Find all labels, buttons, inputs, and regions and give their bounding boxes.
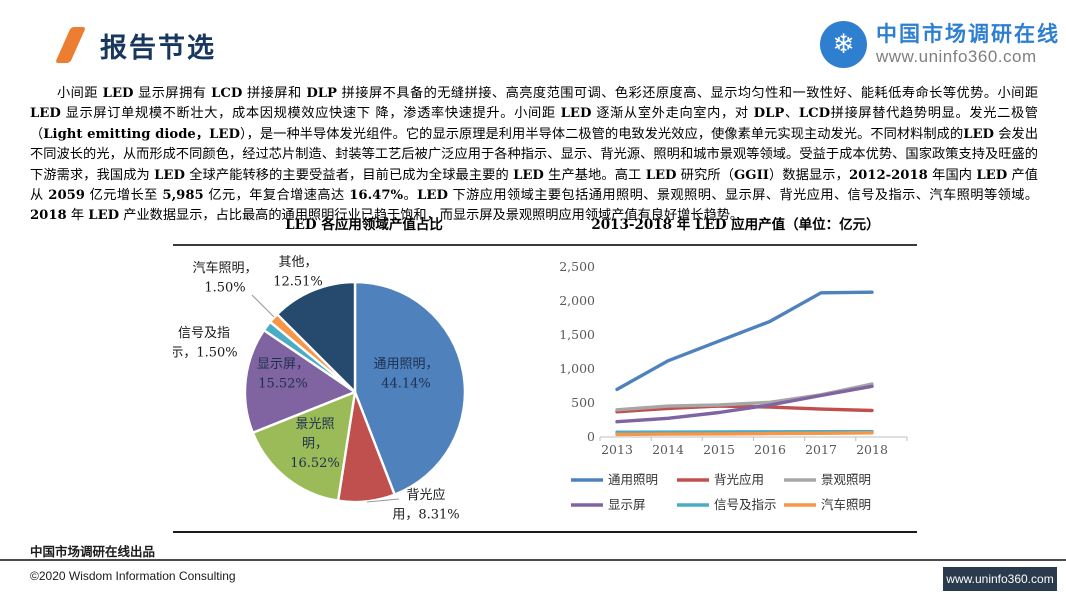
charts-container: 通用照明， 44.14% 背光应用，8.31% 景光照明， 16.52% 显示屏， 15.5…	[173, 244, 917, 533]
svg-text:2,000: 2,000	[559, 293, 595, 308]
svg-text:其他，12.51%: 其他， 12.51%	[273, 255, 323, 290]
snowflake-icon: ❄	[832, 29, 855, 60]
pie-chart: 通用照明， 44.14% 背光应用，8.31% 景光照明， 16.52% 显示屏， 15.5…	[173, 255, 467, 523]
svg-text:景光照明，16.52%: 景光照明， 16.52%	[290, 417, 340, 471]
svg-text:背光应用: 背光应用	[714, 472, 764, 487]
site-logo[interactable]: ❄ 中国市场调研在线 www.uninfo360.com	[820, 21, 1060, 68]
svg-text:2,500: 2,500	[559, 259, 595, 274]
svg-text:2013: 2013	[601, 442, 633, 457]
slash-icon	[54, 27, 87, 63]
svg-text:通用照明，44.14%: 通用照明， 44.14%	[373, 357, 438, 392]
svg-text:500: 500	[571, 395, 595, 410]
footer-producer: 中国市场调研在线出品	[30, 545, 156, 559]
svg-text:景观照明: 景观照明	[821, 472, 871, 487]
svg-text:2014: 2014	[652, 442, 684, 457]
page-title: 报告节选	[100, 33, 216, 63]
logo-circle: ❄	[820, 21, 867, 68]
svg-text:显示屏: 显示屏	[608, 497, 646, 512]
svg-text:显示屏，15.52%: 显示屏， 15.52%	[257, 357, 309, 392]
svg-text:信号及指示，1.50%: 信号及指示，1.50%	[173, 326, 238, 361]
logo-url: www.uninfo360.com	[876, 46, 1037, 66]
line-chart: 0 500 1,000 1,500 2,000 2,500 2013 2014 2015 2016…	[559, 259, 908, 512]
logo-name: 中国市场调研在线	[876, 22, 1060, 46]
svg-text:信号及指示: 信号及指示	[714, 497, 777, 512]
footer-copyright: ©2020 Wisdom Information Consulting	[30, 569, 236, 583]
svg-text:0: 0	[587, 429, 595, 444]
pie-chart-title: LED 各应用领域产值占比	[285, 217, 443, 233]
svg-text:汽车照明: 汽车照明	[821, 497, 871, 512]
svg-text:2015: 2015	[703, 442, 735, 457]
footer-url-badge[interactable]: www.uninfo360.com	[943, 567, 1057, 591]
svg-text:2016: 2016	[754, 442, 786, 457]
svg-text:1,000: 1,000	[559, 361, 595, 376]
footer-divider	[0, 559, 1066, 561]
svg-text:1,500: 1,500	[559, 327, 595, 342]
svg-text:背光应用，8.31%: 背光应用，8.31%	[392, 487, 459, 523]
line-chart-title: 2013-2018 年 LED 应用产值（单位：亿元）	[591, 217, 880, 233]
report-paragraph: 小间距 LED 显示屏拥有 LCD 拼接屏和 DLP 拼接屏不具备的无缝拼接、高…	[30, 86, 1039, 224]
logo-text: 中国市场调研在线 www.uninfo360.com	[876, 23, 1060, 67]
svg-text:通用照明: 通用照明	[608, 472, 658, 487]
svg-text:2017: 2017	[805, 442, 837, 457]
svg-text:汽车照明，1.50%: 汽车照明， 1.50%	[192, 260, 257, 296]
svg-text:2018: 2018	[856, 442, 888, 457]
